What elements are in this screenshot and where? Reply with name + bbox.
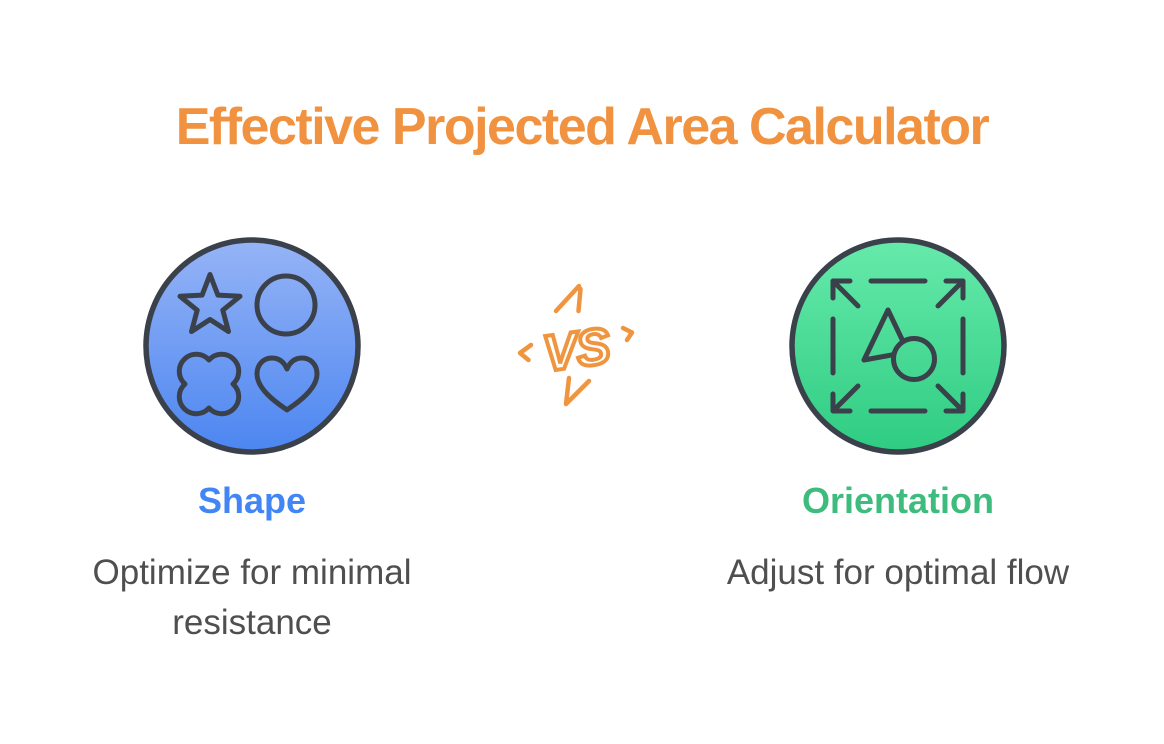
vs-label: VS	[540, 317, 614, 383]
page-title: Effective Projected Area Calculator	[175, 98, 990, 156]
orientation-section: Orientation Adjust for optimal flow	[658, 236, 1138, 598]
vs-lightning-icon: VS	[517, 283, 635, 407]
corner-arrow-bottom-left-icon	[830, 383, 861, 414]
orientation-description: Adjust for optimal flow	[726, 553, 1070, 592]
shape-description: Optimize for minimal resistance	[92, 553, 412, 642]
blue-circle-badge	[143, 237, 361, 455]
corner-arrow-top-right-icon	[935, 278, 966, 309]
shape-variety-icon	[143, 237, 361, 455]
corner-arrow-top-left-icon	[830, 278, 861, 309]
shape-section: Shape Optimize for minimal resistance	[32, 236, 472, 648]
star-icon	[177, 272, 243, 334]
triangle-icon	[861, 307, 911, 363]
shape-label: Shape	[197, 480, 307, 521]
heart-icon	[254, 355, 320, 413]
small-circle-icon	[891, 336, 937, 382]
orientation-label: Orientation	[801, 480, 994, 521]
vs-badge: VS	[510, 278, 642, 420]
vs-left-chevron-icon	[517, 342, 534, 363]
orientation-expand-icon	[789, 237, 1007, 455]
frame-edge-segments	[830, 278, 966, 414]
corner-arrow-bottom-right-icon	[935, 383, 966, 414]
vs-bottom-bolt-icon	[563, 375, 592, 407]
vs-top-bolt-icon	[553, 283, 583, 314]
circle-shape-icon	[254, 273, 318, 337]
vs-right-chevron-icon	[620, 325, 635, 343]
clover-icon	[176, 351, 242, 417]
